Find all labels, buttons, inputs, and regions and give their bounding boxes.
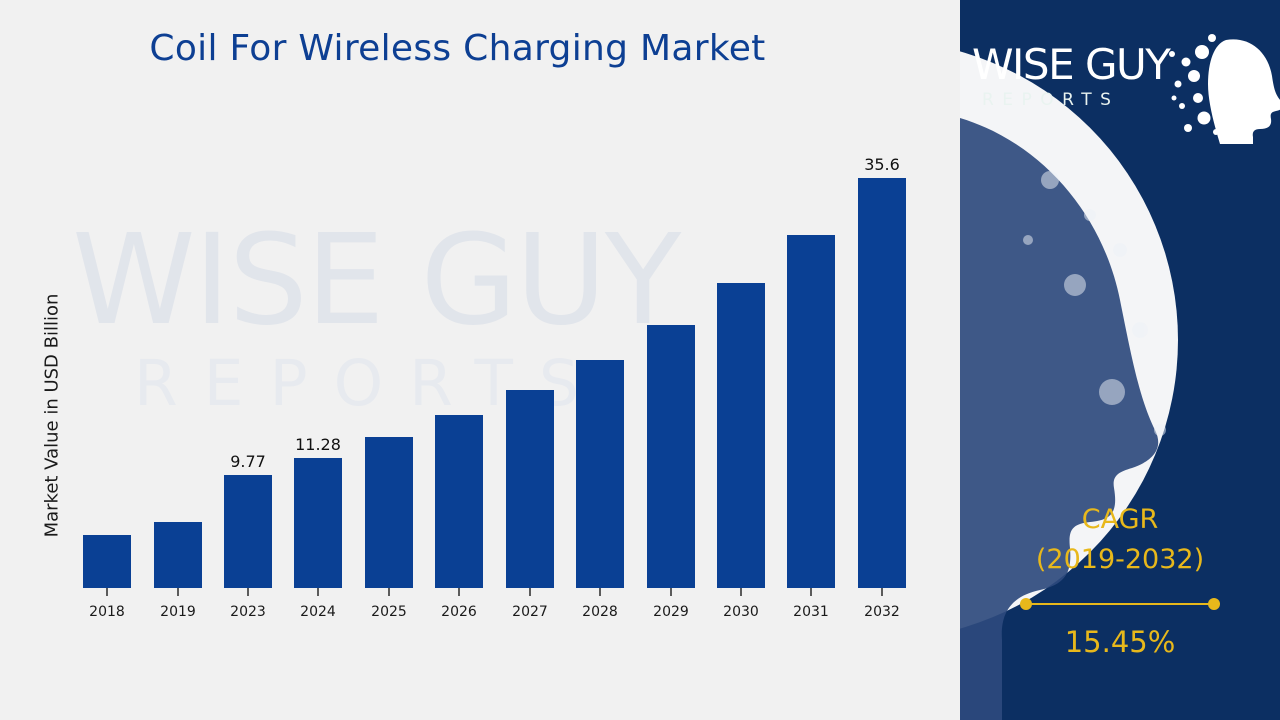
bar-value-label: 9.77 (230, 452, 266, 471)
bar-group: 2019 (146, 150, 210, 620)
cagr-block: CAGR (2019-2032) 15.45% (960, 500, 1280, 664)
bar-group: 9.77 2023 (216, 150, 280, 620)
bar (576, 360, 624, 588)
x-axis-label: 2018 (89, 604, 125, 620)
bar-group: 2027 (498, 150, 562, 620)
x-axis-tick (106, 588, 108, 596)
x-axis-label: 2032 (864, 604, 900, 620)
bar-group: 2031 (779, 150, 843, 620)
x-axis-tick (740, 588, 742, 596)
x-axis-label: 2024 (300, 604, 336, 620)
x-axis-label: 2023 (230, 604, 266, 620)
x-axis-tick (670, 588, 672, 596)
cagr-divider (1020, 594, 1220, 614)
bar-group: 2018 (75, 150, 139, 620)
bar (365, 437, 413, 588)
brand-panel: WISE GUY REPORTS CAGR (2019-2032) (960, 0, 1280, 720)
bar-group: 2030 (709, 150, 773, 620)
x-axis-label: 2027 (512, 604, 548, 620)
x-axis-label: 2028 (582, 604, 618, 620)
dot-scatter-decoration (1023, 171, 1166, 436)
x-axis-label: 2030 (723, 604, 759, 620)
brand-logo: WISE GUY REPORTS (968, 34, 1280, 144)
bar-group: 2026 (427, 150, 491, 620)
bar (154, 522, 202, 588)
bar-group: 2025 (357, 150, 421, 620)
brand-decoration (960, 51, 1178, 720)
x-axis-label: 2029 (653, 604, 689, 620)
divider-line (1026, 603, 1214, 605)
bar-group: 35.6 2032 (850, 150, 914, 620)
bar-group: 2028 (568, 150, 632, 620)
bar (717, 283, 765, 588)
bar (858, 178, 906, 588)
x-axis-tick (317, 588, 319, 596)
bar-group: 2029 (639, 150, 703, 620)
bar (787, 235, 835, 588)
logo-wordmark-primary: WISE GUY (972, 40, 1171, 89)
x-axis-label: 2031 (793, 604, 829, 620)
x-axis-label: 2025 (371, 604, 407, 620)
head-silhouette-shape (960, 118, 1159, 720)
page-title: Coil For Wireless Charging Market (149, 28, 766, 69)
x-axis-tick (247, 588, 249, 596)
x-axis-tick (810, 588, 812, 596)
x-axis-label: 2019 (160, 604, 196, 620)
x-axis-tick (599, 588, 601, 596)
bar (435, 415, 483, 588)
bar (506, 390, 554, 588)
bar (224, 475, 272, 588)
chart-panel: Coil For Wireless Charging Market WISE G… (41, 28, 917, 620)
y-axis-title: Market Value in USD Billion (41, 293, 63, 538)
bar-group: 11.28 2024 (286, 150, 350, 620)
dotted-head-profile-icon (1169, 34, 1280, 144)
bar-value-label: 11.28 (295, 435, 341, 454)
bar (647, 325, 695, 588)
logo-wordmark-secondary: REPORTS (982, 90, 1120, 110)
bar (83, 535, 131, 588)
x-axis-tick (881, 588, 883, 596)
bar (294, 458, 342, 588)
x-axis-label: 2026 (441, 604, 477, 620)
x-axis-tick (458, 588, 460, 596)
divider-dot-right (1208, 598, 1220, 610)
x-axis-tick (529, 588, 531, 596)
x-axis-tick (388, 588, 390, 596)
bar-series: 2018 2019 9.77 2023 11.28 2024 2025 2026 2027 202… (72, 150, 917, 620)
cagr-value: 15.45% (1064, 625, 1176, 659)
cagr-period: (2019-2032) (1035, 544, 1205, 575)
cagr-label: CAGR (1081, 504, 1159, 535)
x-axis-tick (177, 588, 179, 596)
plot-area: 2018 2019 9.77 2023 11.28 2024 2025 2026 2027 202… (72, 150, 917, 620)
bar-value-label: 35.6 (864, 155, 900, 174)
